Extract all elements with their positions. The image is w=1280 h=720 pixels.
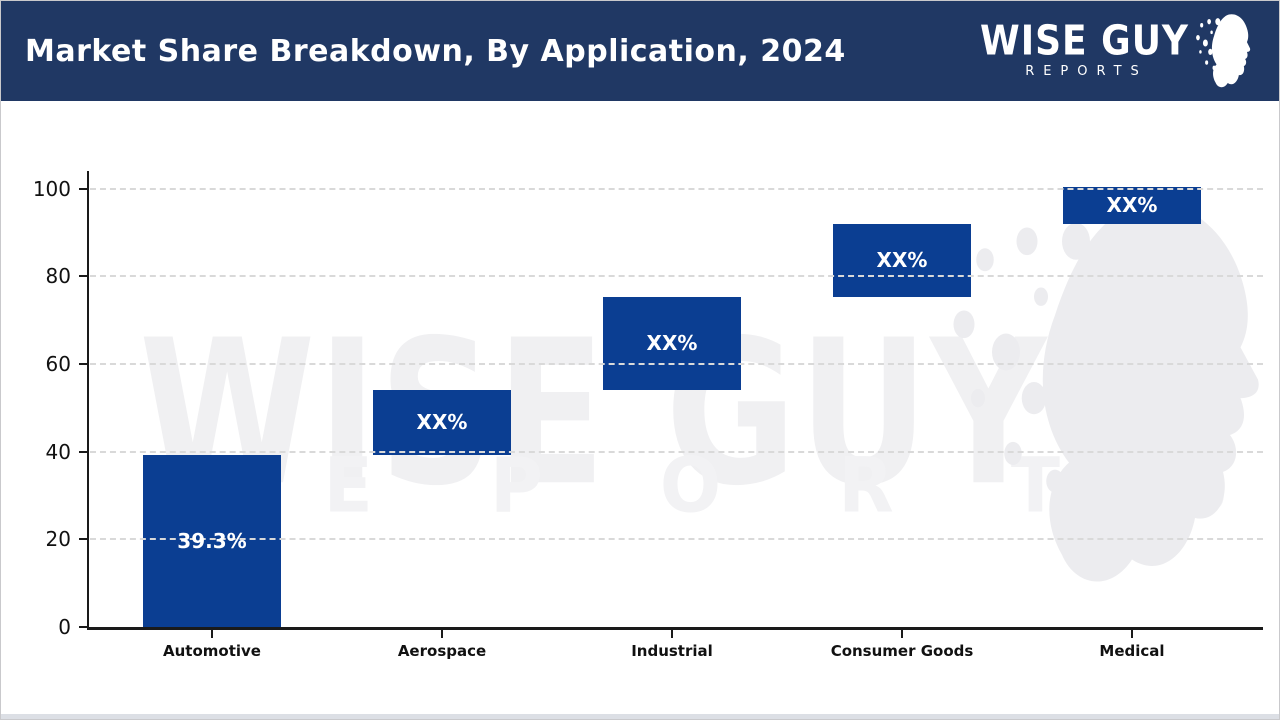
y-axis-tick-mark <box>79 450 88 453</box>
x-axis-category-label: Automotive <box>163 642 261 660</box>
x-axis-line <box>87 627 1263 630</box>
wiseguy-head-icon <box>1196 14 1251 88</box>
logo-text: WISE GUY REPORTS <box>979 17 1189 79</box>
x-axis-category-label: Industrial <box>631 642 713 660</box>
bar-aerospace <box>373 389 511 455</box>
y-axis-tick-mark <box>79 275 88 278</box>
bar-value-label: XX% <box>646 331 698 356</box>
bar-value-label: XX% <box>876 248 928 273</box>
y-axis-tick-label: 100 <box>32 176 71 201</box>
y-axis-tick-label: 60 <box>45 351 71 376</box>
x-axis-tick-mark <box>211 630 213 638</box>
bar-value-label: XX% <box>416 410 468 435</box>
y-gridline <box>90 362 1263 365</box>
y-axis-tick-label: 80 <box>45 264 71 289</box>
y-gridline <box>90 187 1263 190</box>
x-axis-category-label: Consumer Goods <box>830 642 974 660</box>
y-axis-tick-label: 40 <box>45 439 71 464</box>
x-axis-tick-mark <box>1131 630 1133 638</box>
x-axis-tick-mark <box>441 630 443 638</box>
header-bar: Market Share Breakdown, By Application, … <box>1 1 1279 101</box>
x-axis-tick-mark <box>901 630 903 638</box>
x-axis-category-label: Aerospace <box>397 642 487 660</box>
logo-subtext: REPORTS <box>1025 64 1148 79</box>
watermark-subtext: R E P O R T S <box>151 441 1280 530</box>
wiseguy-logo: WISE GUY REPORTS <box>980 11 1255 91</box>
x-axis-category-label: Medical <box>1099 642 1165 660</box>
y-axis-tick-mark <box>79 538 88 541</box>
bar-value-label: 39.3% <box>177 528 247 553</box>
y-gridline <box>90 538 1263 541</box>
bar-industrial <box>603 296 741 390</box>
bar-value-label: XX% <box>1106 193 1158 218</box>
footer-strip <box>1 714 1279 719</box>
y-gridline <box>90 450 1263 453</box>
y-axis-line <box>87 170 89 630</box>
y-axis-tick-label: 20 <box>45 527 71 552</box>
y-axis-tick-mark <box>79 626 88 628</box>
y-axis-tick-mark <box>79 362 88 365</box>
logo-wordmark: WISE GUY <box>979 17 1189 65</box>
y-axis-tick-mark <box>79 187 88 190</box>
y-axis-tick-label: 0 <box>58 615 71 639</box>
x-axis-tick-mark <box>671 630 673 638</box>
bar-consumer-goods <box>833 223 971 297</box>
bar-automotive <box>143 454 281 627</box>
y-gridline <box>90 275 1263 278</box>
page-title: Market Share Breakdown, By Application, … <box>25 33 846 69</box>
